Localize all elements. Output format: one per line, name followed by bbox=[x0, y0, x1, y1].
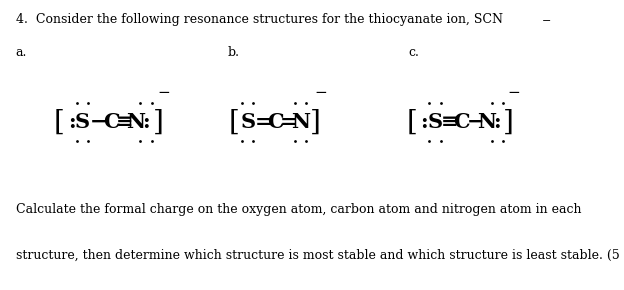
Text: :: : bbox=[421, 112, 428, 132]
Text: −: − bbox=[157, 86, 170, 100]
Text: ]: ] bbox=[152, 108, 163, 135]
Text: ≡: ≡ bbox=[116, 112, 134, 132]
Text: S: S bbox=[75, 112, 90, 132]
Text: ≡: ≡ bbox=[441, 112, 458, 132]
Text: C: C bbox=[454, 112, 470, 132]
Text: −: − bbox=[508, 86, 520, 100]
Text: c.: c. bbox=[409, 46, 419, 59]
Text: −: − bbox=[542, 16, 551, 26]
Text: =: = bbox=[280, 112, 298, 132]
Text: S: S bbox=[240, 112, 255, 132]
Text: :: : bbox=[68, 112, 76, 132]
Text: N: N bbox=[127, 112, 145, 132]
Text: [: [ bbox=[406, 108, 417, 135]
Text: −: − bbox=[467, 112, 484, 132]
Text: :: : bbox=[142, 112, 150, 132]
Text: S: S bbox=[427, 112, 442, 132]
Text: :: : bbox=[494, 112, 501, 132]
Text: 4.  Consider the following resonance structures for the thiocyanate ion, SCN: 4. Consider the following resonance stru… bbox=[16, 13, 502, 26]
Text: N: N bbox=[477, 112, 496, 132]
Text: structure, then determine which structure is most stable and which structure is : structure, then determine which structur… bbox=[16, 249, 624, 262]
Text: N: N bbox=[291, 112, 310, 132]
Text: [: [ bbox=[54, 108, 65, 135]
Text: a.: a. bbox=[16, 46, 27, 59]
Text: C: C bbox=[103, 112, 119, 132]
Text: [: [ bbox=[228, 108, 240, 135]
Text: =: = bbox=[255, 112, 272, 132]
Text: Calculate the formal charge on the oxygen atom, carbon atom and nitrogen atom in: Calculate the formal charge on the oxyge… bbox=[16, 203, 581, 216]
Text: b.: b. bbox=[228, 46, 240, 59]
Text: ]: ] bbox=[503, 108, 514, 135]
Text: −: − bbox=[90, 112, 107, 132]
Text: ]: ] bbox=[310, 108, 321, 135]
Text: C: C bbox=[268, 112, 284, 132]
Text: −: − bbox=[314, 86, 327, 100]
